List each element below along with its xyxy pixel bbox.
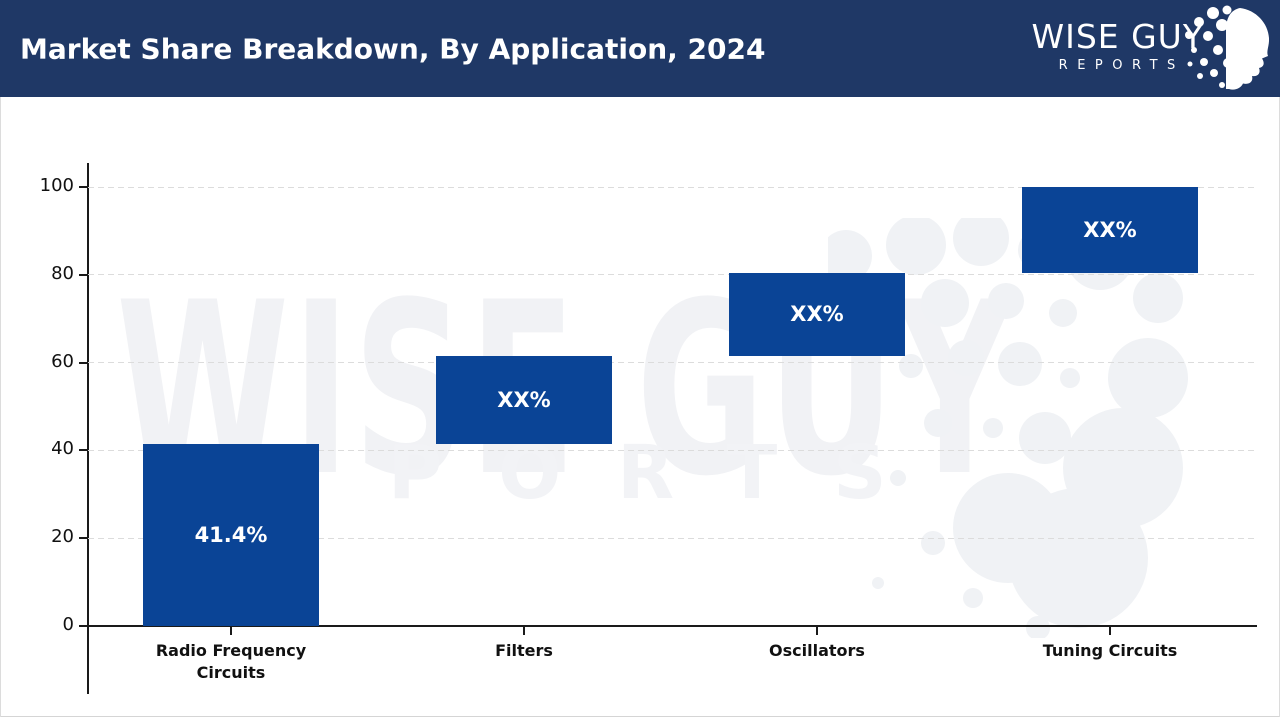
y-tick-mark	[79, 449, 88, 452]
x-tick-mark	[816, 627, 818, 635]
y-tick-mark	[79, 537, 88, 540]
logo-subtitle-text: REPORTS	[1058, 57, 1185, 73]
y-tick-label: 40	[51, 438, 74, 460]
gridline	[88, 274, 1256, 276]
y-tick-label: 0	[62, 614, 74, 635]
y-axis-line	[87, 163, 89, 694]
logo-head-icon	[1185, 5, 1270, 90]
header-band: Market Share Breakdown, By Application, …	[0, 0, 1280, 97]
y-tick-label: 80	[51, 262, 74, 284]
x-tick-mark	[523, 627, 525, 635]
x-category-label: Tuning Circuits	[1042, 641, 1178, 660]
x-tick-mark	[1109, 627, 1111, 635]
gridline	[88, 537, 1256, 539]
gridline	[88, 362, 1256, 364]
bar-value-label: XX%	[1083, 217, 1137, 242]
y-tick-mark	[79, 625, 88, 627]
x-category-label: Filters	[495, 641, 553, 660]
bar-segment: XX%	[729, 272, 905, 356]
watermark-text-line2: PORTS	[388, 430, 943, 516]
gridline	[88, 186, 1256, 188]
x-tick-mark	[230, 627, 232, 635]
y-tick-mark	[79, 186, 88, 188]
bar-value-label: 41.4%	[194, 523, 268, 548]
bar-segment: XX%	[436, 356, 612, 445]
y-tick-mark	[79, 361, 88, 364]
y-tick-mark	[79, 273, 88, 276]
bar-value-label: XX%	[790, 302, 844, 327]
y-tick-label: 60	[51, 350, 74, 372]
x-axis-line	[87, 625, 1257, 627]
page-bottom-border	[0, 716, 1280, 717]
logo-name-text: WISE GUY	[1031, 17, 1204, 56]
bar-value-label: XX%	[497, 388, 551, 413]
bar-segment: 41.4%	[143, 444, 319, 626]
page-title: Market Share Breakdown, By Application, …	[20, 32, 766, 65]
logo-wordmark: WISE GUY REPORTS	[1031, 17, 1204, 73]
x-category-label: Radio Frequency Circuits	[155, 641, 307, 682]
page-left-border	[0, 97, 1, 717]
chart-plot-area: 0 20 40 60 80 100 41.4% Radio Frequency Circuit…	[0, 97, 1280, 708]
y-tick-label: 100	[39, 175, 74, 196]
x-category-label: Oscillators	[769, 641, 865, 660]
bar-segment: XX%	[1022, 187, 1198, 273]
y-tick-label: 20	[51, 526, 74, 548]
gridline	[88, 449, 1256, 451]
